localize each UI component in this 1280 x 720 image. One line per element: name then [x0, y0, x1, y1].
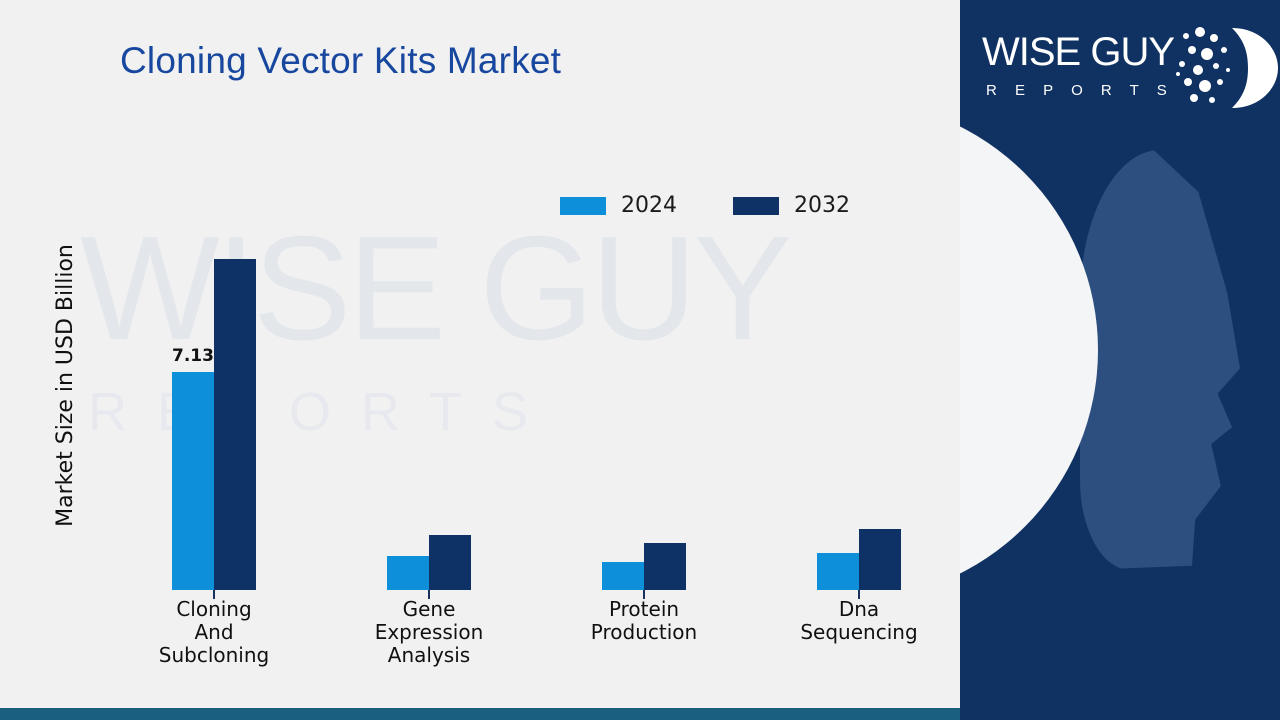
bar-2024-dna-sequencing[interactable]	[817, 552, 859, 590]
bar-group-3-bars	[759, 207, 959, 590]
x-axis-label-2-line-0: Protein	[608, 597, 680, 621]
legend-swatch-2032	[733, 196, 779, 215]
x-axis-label-0: Cloning And Subcloning	[114, 598, 314, 667]
bar-2032-cloning-and-subcloning[interactable]	[214, 259, 256, 590]
y-axis-label: Market Size in USD Billion	[48, 205, 82, 565]
brand-panel: WISE GUY R E P O R T S	[960, 0, 1280, 720]
legend-item-2024[interactable]: 2024	[560, 193, 677, 218]
wiseguy-logo: WISE GUY R E P O R T S	[982, 26, 1278, 110]
bar-group-0-bars: 7.13	[114, 207, 314, 590]
x-axis-label-0-line-2: Subcloning	[158, 643, 270, 667]
x-axis-label-3-line-1: Sequencing	[800, 620, 918, 644]
bar-2024-cloning-and-subcloning[interactable]: 7.13	[172, 346, 214, 590]
x-axis-label-2: Protein Production	[544, 598, 744, 644]
x-axis-tick-2	[643, 590, 645, 599]
bar-2032-protein-production[interactable]	[644, 542, 686, 590]
legend-label-2024: 2024	[621, 193, 677, 218]
x-axis-tick-3	[858, 590, 860, 599]
x-axis-label-1-line-2: Analysis	[387, 643, 471, 667]
x-axis-tick-0	[213, 590, 215, 599]
bottom-accent-strip	[0, 708, 960, 720]
logo-reports-text: R E P O R T S	[986, 82, 1174, 99]
x-axis-label-3: Dna Sequencing	[759, 598, 959, 644]
bar-2024-protein-production[interactable]	[602, 561, 644, 590]
chart-plot-area: 7.13 Cloning And Subcloning Gene Express…	[110, 200, 950, 667]
chart-title: Cloning Vector Kits Market	[120, 40, 562, 81]
x-axis-label-3-line-0: Dna	[838, 597, 880, 621]
bar-2032-gene-expression-analysis[interactable]	[429, 534, 471, 590]
legend-swatch-2024	[560, 196, 606, 215]
x-axis-tick-1	[428, 590, 430, 599]
logo-wiseguy-text: WISE GUY	[982, 30, 1175, 74]
x-axis-label-2-line-1: Production	[590, 620, 698, 644]
bar-group-1-bars	[329, 207, 529, 590]
face-silhouette-graphic	[1080, 150, 1240, 570]
y-axis-label-text: Market Size in USD Billion	[52, 243, 78, 527]
x-axis-label-0-line-1: And	[194, 620, 234, 644]
bar-group-2: Protein Production	[544, 207, 744, 644]
chart-legend: 2024 2032	[560, 193, 850, 218]
molecule-dots-graphic	[960, 100, 1098, 600]
legend-label-2032: 2032	[794, 193, 850, 218]
bar-group-2-bars	[544, 207, 744, 590]
x-axis-label-1-line-0: Gene	[402, 597, 456, 621]
bar-2024-gene-expression-analysis[interactable]	[387, 556, 429, 590]
x-axis-label-1: Gene Expression Analysis	[329, 598, 529, 667]
logo-dots-head-icon	[1176, 27, 1278, 108]
bar-2032-dna-sequencing[interactable]	[859, 528, 901, 590]
bar-group-0: 7.13 Cloning And Subcloning	[114, 207, 314, 667]
x-axis-label-1-line-1: Expression	[374, 620, 484, 644]
panel-circle-graphic	[960, 100, 1098, 600]
bar-group-3: Dna Sequencing	[759, 207, 959, 644]
bar-value-label-0: 7.13	[172, 345, 214, 366]
legend-item-2032[interactable]: 2032	[733, 193, 850, 218]
x-axis-label-0-line-0: Cloning	[176, 597, 252, 621]
bar-group-1: Gene Expression Analysis	[329, 207, 529, 667]
